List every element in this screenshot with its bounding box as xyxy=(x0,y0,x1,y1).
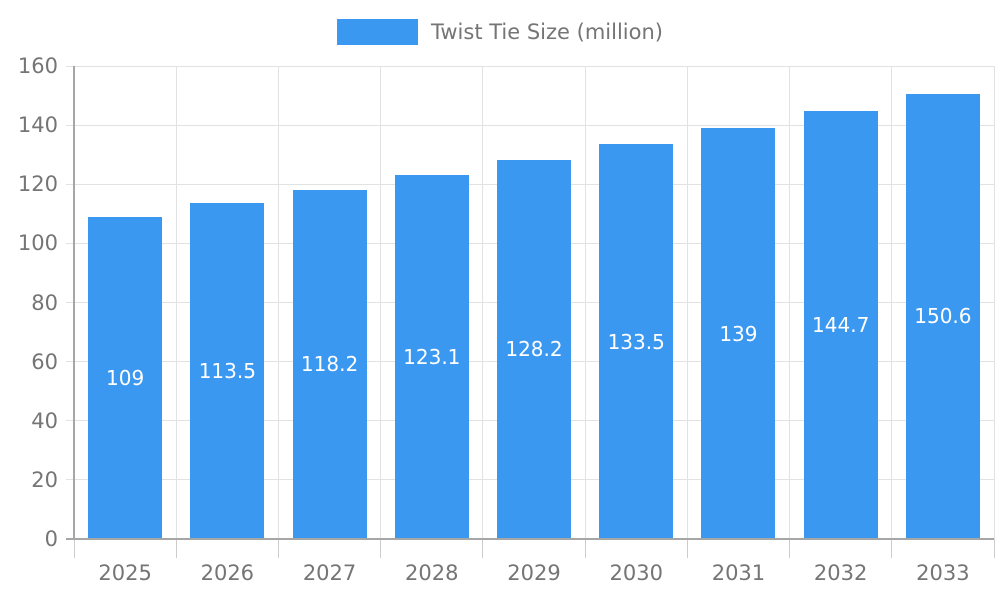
gridline-x xyxy=(584,66,586,539)
bar-value-label: 150.6 xyxy=(914,304,972,329)
x-axis-tick-label: 2027 xyxy=(302,561,357,585)
x-axis-tick xyxy=(73,539,75,558)
legend-label: Twist Tie Size (million) xyxy=(431,20,663,44)
x-axis-tick xyxy=(380,539,382,558)
y-axis-tick-label: 100 xyxy=(17,231,58,256)
y-axis-tick-label: 160 xyxy=(17,54,58,78)
gridline-y xyxy=(66,65,994,67)
x-axis-tick xyxy=(277,539,279,558)
bar-value-label: 133.5 xyxy=(607,329,665,354)
x-axis-tick xyxy=(482,539,484,558)
y-axis-tick-label: 60 xyxy=(31,349,58,374)
bar-value-label: 144.7 xyxy=(812,313,870,338)
x-axis-line xyxy=(66,538,994,540)
gridline-x xyxy=(993,66,995,539)
bar[interactable]: 139 xyxy=(701,128,776,539)
bar[interactable]: 109 xyxy=(88,216,163,539)
y-axis-tick-label: 0 xyxy=(44,527,58,551)
gridline-x xyxy=(891,66,893,539)
x-axis-tick-label: 2029 xyxy=(507,561,561,585)
y-axis-tick-label: 20 xyxy=(31,467,58,492)
x-axis-tick xyxy=(993,539,995,558)
legend-swatch xyxy=(337,19,419,45)
bar-value-label: 109 xyxy=(106,365,145,390)
x-axis-tick-label: 2025 xyxy=(98,561,152,585)
y-axis-tick-label: 80 xyxy=(31,290,58,315)
bar[interactable]: 144.7 xyxy=(803,111,878,539)
gridline-x xyxy=(380,66,382,539)
x-axis-tick xyxy=(584,539,586,558)
x-axis-tick-label: 2031 xyxy=(711,561,766,585)
x-axis-tick xyxy=(686,539,688,558)
bar[interactable]: 123.1 xyxy=(394,175,469,539)
bar[interactable]: 128.2 xyxy=(496,160,572,539)
bar[interactable]: 118.2 xyxy=(292,189,367,539)
bar[interactable]: 150.6 xyxy=(905,93,980,539)
gridline-x xyxy=(277,66,279,539)
gridline-x xyxy=(686,66,688,539)
bar-value-label: 128.2 xyxy=(505,337,563,362)
bar-value-label: 118.2 xyxy=(300,352,359,377)
gridline-y xyxy=(66,124,994,126)
gridline-x xyxy=(789,66,791,539)
bar-value-label: 113.5 xyxy=(198,359,256,384)
gridline-x xyxy=(482,66,484,539)
y-axis-tick-label: 140 xyxy=(17,113,58,138)
y-axis-line xyxy=(73,66,75,539)
bar[interactable]: 113.5 xyxy=(190,203,265,539)
x-axis-tick-label: 2030 xyxy=(609,561,663,585)
x-axis-tick xyxy=(175,539,177,558)
x-axis-tick-label: 2028 xyxy=(405,561,459,585)
legend-item[interactable]: Twist Tie Size (million) xyxy=(337,19,663,45)
gridline-x xyxy=(175,66,177,539)
x-axis-tick-label: 2032 xyxy=(813,561,868,585)
bar[interactable]: 133.5 xyxy=(599,144,674,539)
y-axis-tick-label: 40 xyxy=(31,408,58,433)
x-axis-tick xyxy=(891,539,893,558)
x-axis-tick-label: 2026 xyxy=(200,561,255,585)
x-axis-tick-label: 2033 xyxy=(916,561,970,585)
bar-value-label: 123.1 xyxy=(403,345,461,370)
y-axis-tick-label: 120 xyxy=(17,172,58,197)
bar-value-label: 139 xyxy=(719,321,758,346)
x-axis-tick xyxy=(789,539,791,558)
